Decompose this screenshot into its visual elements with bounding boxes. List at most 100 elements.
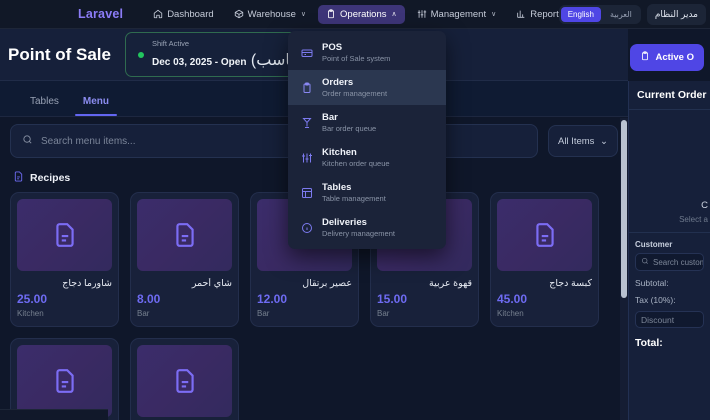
nav-right-group: English العربية مدير النظام — [558, 0, 710, 29]
customer-search-input[interactable]: Search custome — [635, 253, 704, 271]
search-box[interactable] — [10, 124, 538, 158]
product-name: شاورما دجاج — [62, 278, 112, 289]
dropdown-item-kitchen[interactable]: Kitchen Kitchen order queue — [288, 140, 446, 175]
nav-item-management[interactable]: Management ∨ — [409, 5, 505, 24]
order-empty-state: C Select a — [629, 110, 710, 232]
dropdown-item-deliveries[interactable]: Deliveries Delivery management — [288, 210, 446, 245]
product-station: Bar — [377, 309, 390, 318]
product-price: 8.00 — [137, 292, 161, 306]
dropdown-item-text: POS Point of Sale system — [322, 42, 390, 63]
product-grid: شاورما دجاج 25.00 Kitchen شاي أحمر 8.00 … — [10, 192, 622, 420]
shift-value: Dec 03, 2025 - Open — [151, 56, 247, 68]
dropdown-item-subtitle: Delivery management — [322, 229, 395, 238]
nav-items: Dashboard Warehouse ∨ Operations ∧ Manag… — [145, 4, 571, 24]
language-switcher: English العربية — [558, 5, 641, 24]
dropdown-item-title: Orders — [322, 77, 354, 88]
top-navbar: Laravel Dashboard Warehouse ∨ Operations… — [0, 0, 710, 29]
search-icon — [22, 132, 33, 150]
product-name: عصير برتقال — [302, 278, 352, 289]
nav-label: Operations — [340, 8, 387, 20]
nav-item-warehouse[interactable]: Warehouse ∨ — [226, 5, 314, 24]
dropdown-item-subtitle: Table management — [322, 194, 386, 203]
register-icon — [300, 47, 313, 59]
order-panel-footer: Customer Search custome Subtotal: Tax (1… — [629, 232, 710, 349]
product-thumbnail — [137, 345, 232, 417]
filter-label: All Items — [558, 135, 595, 147]
product-station: Kitchen — [17, 309, 44, 318]
item-filter-select[interactable]: All Items ⌄ — [548, 125, 618, 157]
clipboard-icon — [326, 9, 336, 19]
active-orders-button[interactable]: Active O — [630, 44, 704, 71]
product-thumbnail — [497, 199, 592, 271]
home-icon — [153, 9, 163, 19]
nav-label: Management — [430, 8, 487, 20]
sliders-icon — [417, 9, 427, 19]
nav-item-dashboard[interactable]: Dashboard — [145, 5, 221, 24]
product-card[interactable]: شاي أحمر 8.00 Bar — [130, 192, 239, 327]
grid-icon — [300, 187, 313, 199]
tax-label: Tax (10%): — [635, 295, 676, 305]
product-name: شاي أحمر — [191, 278, 232, 289]
dropdown-item-text: Bar Bar order queue — [322, 112, 376, 133]
dropdown-item-tables[interactable]: Tables Table management — [288, 175, 446, 210]
section-label-text: Recipes — [30, 172, 71, 184]
dropdown-item-text: Kitchen Kitchen order queue — [322, 147, 390, 168]
bottom-status-strip — [0, 409, 108, 420]
chevron-down-icon: ∨ — [300, 11, 307, 18]
dropdown-item-title: Bar — [322, 112, 338, 123]
subtotal-label: Subtotal: — [635, 278, 669, 288]
lang-english-button[interactable]: English — [560, 7, 601, 22]
total-label: Total: — [635, 337, 663, 349]
glass-icon — [300, 117, 313, 129]
discount-input[interactable]: Discount — [635, 311, 704, 328]
product-card[interactable]: كبسة دجاج 45.00 Kitchen — [490, 192, 599, 327]
dropdown-item-pos[interactable]: POS Point of Sale system — [288, 35, 446, 70]
operations-dropdown-menu: POS Point of Sale system Orders Order ma… — [288, 31, 446, 249]
vertical-scrollbar[interactable] — [620, 118, 628, 420]
active-orders-label: Active O — [655, 52, 694, 63]
search-row: All Items ⌄ — [10, 124, 618, 158]
product-card[interactable] — [10, 338, 119, 420]
clipboard-icon — [640, 51, 650, 64]
product-price: 25.00 — [17, 292, 48, 306]
nav-item-reports[interactable]: Reports — [508, 5, 571, 24]
search-input[interactable] — [41, 135, 526, 147]
product-grid-wrapper: شاورما دجاج 25.00 Kitchen شاي أحمر 8.00 … — [10, 192, 622, 420]
product-station: Kitchen — [497, 309, 524, 318]
dropdown-item-text: Tables Table management — [322, 182, 386, 203]
dropdown-item-orders[interactable]: Orders Order management — [288, 70, 446, 105]
chart-icon — [516, 9, 526, 19]
nav-item-operations[interactable]: Operations ∧ — [318, 4, 405, 24]
status-dot-icon — [137, 51, 144, 58]
user-menu[interactable]: مدير النظام — [646, 4, 706, 25]
product-card[interactable] — [130, 338, 239, 420]
product-thumbnail — [17, 199, 112, 271]
dropdown-item-title: Kitchen — [322, 147, 357, 158]
empty-state-title: C — [701, 200, 708, 211]
lang-arabic-button[interactable]: العربية — [609, 10, 632, 19]
page-title: Point of Sale — [8, 44, 111, 64]
dropdown-item-text: Orders Order management — [322, 77, 387, 98]
dropdown-item-title: Deliveries — [322, 217, 367, 228]
section-recipes: Recipes — [13, 171, 70, 185]
dropdown-item-subtitle: Order management — [322, 89, 388, 98]
nav-label: Warehouse — [247, 8, 296, 20]
customer-label: Customer — [635, 240, 673, 249]
document-icon — [13, 171, 24, 185]
product-price: 45.00 — [497, 292, 528, 306]
nav-label: Dashboard — [167, 8, 214, 20]
product-station: Bar — [257, 309, 270, 318]
tab-menu[interactable]: Menu — [71, 96, 121, 116]
dropdown-item-subtitle: Kitchen order queue — [322, 159, 390, 168]
product-thumbnail — [137, 199, 232, 271]
tab-tables[interactable]: Tables — [30, 96, 59, 107]
dropdown-item-title: Tables — [322, 182, 352, 193]
dropdown-item-title: POS — [322, 42, 343, 53]
product-price: 12.00 — [257, 292, 288, 306]
dropdown-item-subtitle: Point of Sale system — [322, 54, 391, 63]
scrollbar-thumb[interactable] — [621, 120, 627, 298]
info-icon — [300, 222, 313, 234]
brand-logo[interactable]: Laravel — [78, 7, 124, 21]
product-card[interactable]: شاورما دجاج 25.00 Kitchen — [10, 192, 119, 327]
dropdown-item-bar[interactable]: Bar Bar order queue — [288, 105, 446, 140]
